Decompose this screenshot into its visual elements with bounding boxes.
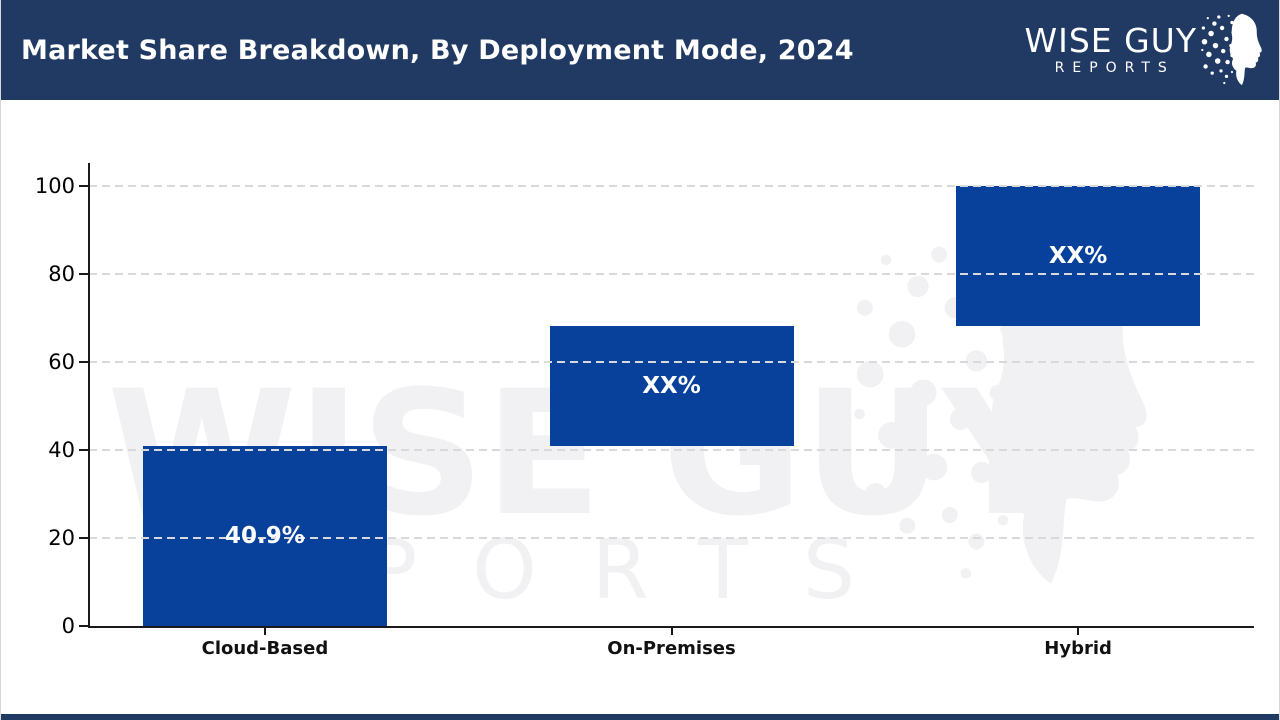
y-tick-mark (79, 360, 88, 363)
page-title: Market Share Breakdown, By Deployment Mo… (21, 34, 854, 66)
bar-value-label: XX% (642, 372, 701, 399)
bar-segment-cloud-based (142, 445, 387, 626)
gridline-80 (89, 272, 1254, 275)
logo-wordmark: WISE GUY (1024, 21, 1197, 61)
y-axis-spine (88, 163, 90, 628)
x-tick-mark (263, 626, 266, 635)
gridline-100 (89, 184, 1254, 187)
y-tick-label: 20 (48, 525, 75, 550)
y-tick-mark (79, 448, 88, 451)
bar-segment-hybrid (956, 185, 1201, 327)
gridline-60 (89, 360, 1254, 363)
footer-accent-bar (1, 714, 1279, 720)
y-tick-mark (79, 272, 88, 275)
y-tick-mark (79, 184, 88, 187)
bar-value-label: XX% (1048, 242, 1108, 269)
x-tick-mark (670, 626, 673, 635)
y-tick-label: 100 (34, 173, 75, 198)
x-axis-spine (88, 626, 1254, 628)
logo-head-profile-icon (1199, 11, 1265, 89)
y-tick-label: 80 (48, 261, 75, 286)
wise-guy-reports-logo: WISE GUY REPORTS (1024, 11, 1265, 89)
y-tick-mark (79, 625, 88, 627)
y-tick-label: 40 (48, 437, 75, 462)
x-tick-mark (1077, 626, 1080, 635)
header-bar: Market Share Breakdown, By Deployment Mo… (1, 0, 1279, 100)
x-category-label: On-Premises (607, 638, 736, 659)
y-tick-label: 0 (61, 614, 75, 638)
y-tick-label: 60 (48, 349, 75, 374)
y-tick-mark (79, 536, 88, 539)
bar-segment-on-premises (549, 326, 794, 446)
gridline-20 (89, 536, 1254, 539)
bar-value-label: 40.9% (225, 522, 305, 549)
chart-area: WISE GUY REPORTS 40.9% Cloud-Based XX% On-P… (1, 100, 1279, 714)
logo-text: WISE GUY REPORTS (1024, 24, 1197, 76)
x-category-label: Hybrid (1044, 638, 1112, 659)
logo-subtext: REPORTS (1054, 59, 1175, 76)
x-category-label: Cloud-Based (201, 638, 329, 659)
gridline-40 (89, 448, 1254, 451)
